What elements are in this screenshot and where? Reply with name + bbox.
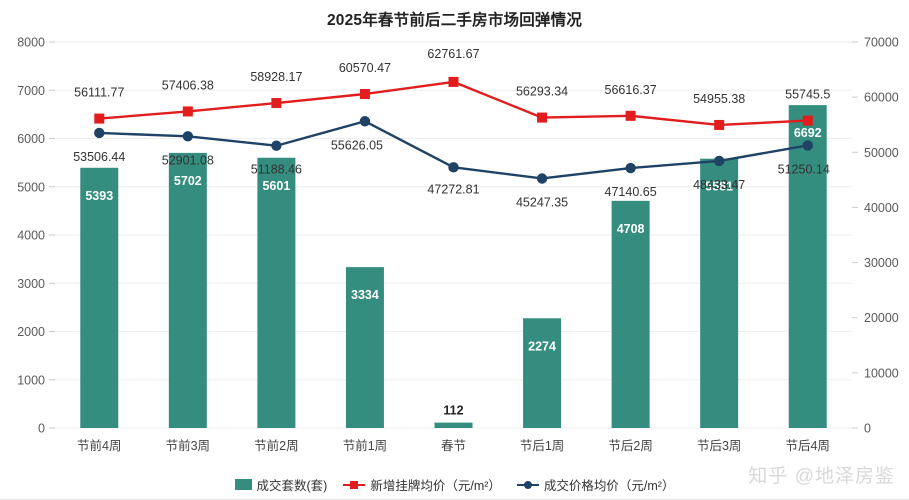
line-marker-square[interactable]: [537, 112, 548, 123]
line-value-label-listing-price: 56111.77: [74, 86, 124, 100]
y-axis-right-tick-label: 50000: [864, 146, 899, 160]
bar[interactable]: [434, 422, 473, 428]
x-axis-category-label: 节前1周: [343, 438, 387, 453]
line-marker-circle[interactable]: [359, 116, 371, 127]
legend-item[interactable]: 成交价格均价（元/m²）: [516, 475, 675, 494]
bar-value-label: 6692: [794, 126, 822, 140]
line-value-label-listing-price: 54955.38: [693, 92, 745, 106]
bar[interactable]: [257, 157, 296, 428]
legend-item[interactable]: 新增挂牌均价（元/m²）: [343, 475, 501, 494]
bar-value-label: 3334: [351, 288, 379, 302]
bar[interactable]: [700, 158, 739, 429]
line-marker-circle[interactable]: [94, 127, 105, 139]
x-axis-category-label: 节前4周: [77, 438, 121, 453]
x-axis-category-label: 节前3周: [166, 438, 210, 453]
line-marker-circle[interactable]: [182, 131, 194, 142]
x-axis-category-label: 节前2周: [254, 438, 298, 453]
y-axis-right-tick-label: 70000: [864, 36, 899, 50]
line-marker-square[interactable]: [714, 119, 725, 130]
legend-swatch-bar-icon: [234, 479, 252, 490]
line-value-label-deal-price: 47272.81: [427, 182, 479, 196]
bar[interactable]: [168, 152, 207, 429]
line-value-label-listing-price: 56293.34: [516, 85, 568, 99]
line-marker-square[interactable]: [448, 76, 459, 87]
line-marker-circle[interactable]: [271, 140, 282, 151]
line-marker-square[interactable]: [271, 98, 282, 109]
y-axis-left-tick-label: 1000: [17, 373, 45, 387]
line-value-label-deal-price: 51188.46: [251, 163, 302, 177]
bar-value-label: 5393: [85, 189, 113, 203]
line-value-label-deal-price: 47140.65: [605, 185, 657, 199]
line-marker-square[interactable]: [359, 88, 370, 99]
line-value-label-deal-price: 55626.05: [331, 138, 383, 152]
line-marker-square[interactable]: [94, 113, 105, 124]
bar-value-label: 112: [443, 404, 463, 418]
x-axis-category-label: 节后1周: [520, 439, 564, 453]
line-value-label-listing-price: 58928.17: [250, 70, 302, 84]
bar[interactable]: [611, 200, 650, 428]
legend-item[interactable]: 成交套数(套): [234, 475, 328, 494]
bar-value-label: 5702: [174, 174, 202, 188]
x-axis-category-label: 节后4周: [785, 439, 829, 453]
chart-title: 2025年春节前后二手房市场回弹情况: [326, 12, 583, 29]
bar-value-label: 4708: [617, 222, 645, 236]
line-value-label-listing-price: 56616.37: [605, 83, 657, 97]
y-axis-left-tick-label: 7000: [17, 84, 45, 98]
line-value-label-deal-price: 51250.14: [778, 162, 830, 176]
legend-item-label: 成交价格均价（元/m²）: [543, 479, 675, 493]
y-axis-left-tick-label: 3000: [17, 277, 45, 291]
bar[interactable]: [345, 267, 384, 428]
line-marker-square[interactable]: [625, 110, 636, 121]
bar-value-label: 5601: [262, 179, 290, 193]
line-value-label-listing-price: 57406.38: [162, 78, 214, 92]
y-axis-left-tick-label: 0: [38, 422, 45, 436]
bar-value-label: 2274: [528, 339, 556, 353]
y-axis-right-tick-label: 40000: [864, 201, 899, 215]
line-value-label-deal-price: 45247.35: [516, 195, 568, 209]
y-axis-right-tick-label: 0: [864, 422, 871, 436]
x-axis-category-label: 节后3周: [697, 439, 741, 453]
legend-item-label: 新增挂牌均价（元/m²）: [370, 479, 501, 493]
y-axis-right-tick-label: 10000: [864, 366, 899, 380]
x-axis-category-label: 春节: [441, 439, 466, 453]
legend-swatch-line-icon: [516, 479, 539, 490]
y-axis-right-tick-label: 60000: [864, 91, 899, 105]
line-value-label-listing-price: 60570.47: [339, 61, 391, 75]
line-marker-circle[interactable]: [448, 162, 459, 173]
y-axis-left-tick-label: 2000: [17, 325, 45, 339]
bar-value-label: 5581: [705, 180, 733, 194]
y-axis-left-tick-label: 4000: [17, 229, 45, 243]
line-marker-square[interactable]: [802, 115, 813, 126]
bar[interactable]: [80, 167, 119, 428]
legend-item-label: 成交套数(套): [256, 479, 328, 493]
chart-legend: 成交套数(套) 新增挂牌均价（元/m²） 成交价格均价（元/m²）: [0, 475, 909, 494]
y-axis-right-tick-label: 20000: [864, 311, 899, 325]
y-axis-right-tick-label: 30000: [864, 256, 899, 270]
line-marker-circle[interactable]: [625, 162, 636, 174]
line-value-label-deal-price: 48433.47: [693, 178, 745, 192]
line-marker-circle[interactable]: [802, 140, 813, 151]
line-marker-circle[interactable]: [536, 173, 548, 184]
y-axis-left-tick-label: 6000: [17, 132, 45, 146]
line-marker-square[interactable]: [182, 106, 193, 117]
line-value-label-listing-price: 55745.5: [785, 88, 830, 102]
line-value-label-listing-price: 62761.67: [427, 47, 479, 61]
bar[interactable]: [523, 318, 562, 428]
legend-swatch-line-icon: [343, 479, 366, 490]
line-marker-circle[interactable]: [713, 155, 725, 167]
x-axis-category-label: 节后2周: [608, 439, 652, 453]
y-axis-left-tick-label: 5000: [17, 180, 45, 194]
y-axis-left-tick-label: 8000: [17, 36, 45, 50]
line-value-label-deal-price: 53506.44: [73, 150, 125, 164]
line-value-label-deal-price: 52901.08: [162, 153, 214, 167]
bar[interactable]: [788, 105, 827, 429]
